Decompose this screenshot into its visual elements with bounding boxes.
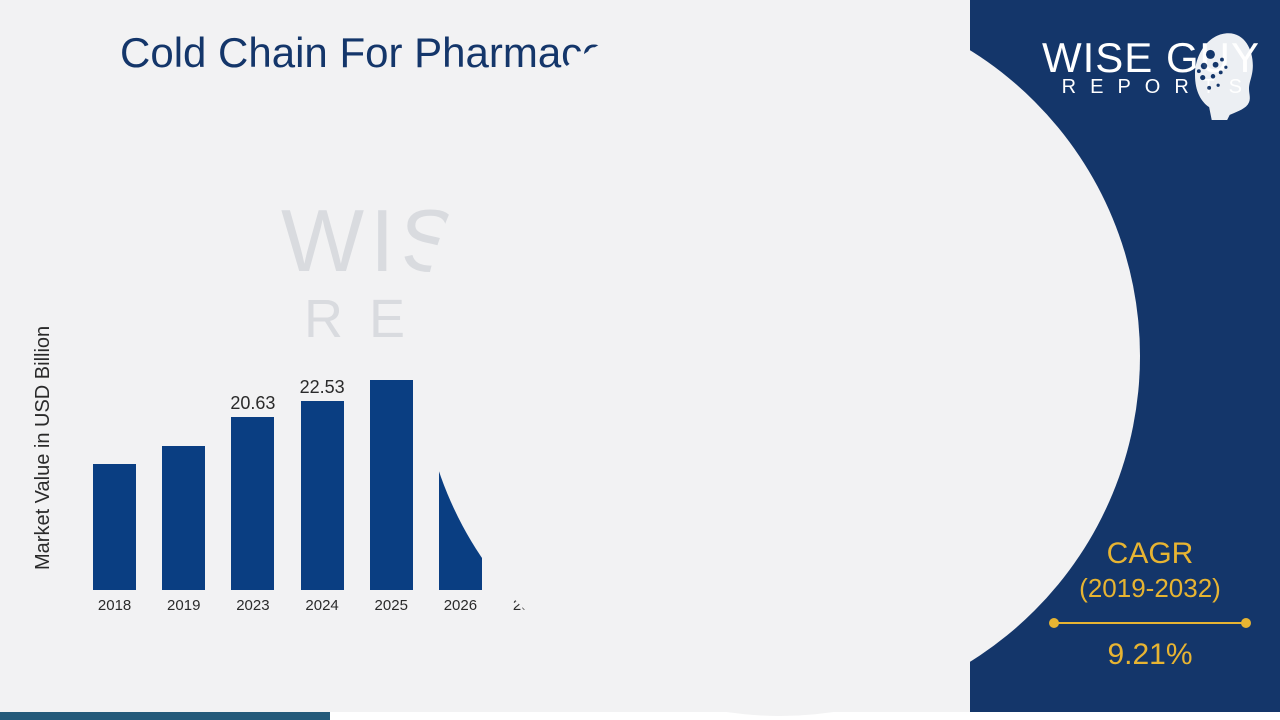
bar-rect xyxy=(301,401,344,590)
y-axis-label: Market Value in USD Billion xyxy=(32,326,55,570)
bottom-accent-bar xyxy=(0,712,330,720)
bar: 2025 xyxy=(370,380,413,590)
bar-category-label: 2018 xyxy=(85,597,145,614)
bar: 2018 xyxy=(93,464,136,590)
cagr-box: CAGR (2019-2032) 9.21% xyxy=(1020,537,1280,672)
bar-category-label: 2024 xyxy=(292,597,352,614)
bar-rect xyxy=(231,417,274,590)
bar-category-label: 2019 xyxy=(154,597,214,614)
bar-rect xyxy=(162,446,205,590)
bar: 20.632023 xyxy=(231,417,274,590)
bar-value-label: 22.53 xyxy=(292,377,352,398)
bar: 2019 xyxy=(162,446,205,590)
bar-rect xyxy=(370,380,413,590)
cagr-title: CAGR xyxy=(1020,537,1280,571)
bar-category-label: 2026 xyxy=(430,597,490,614)
bar-value-label: 20.63 xyxy=(223,393,283,414)
right-panel: WISE GUY REPORTS CAGR (2019-2032) 9.21% xyxy=(970,0,1280,712)
cagr-period: (2019-2032) xyxy=(1020,573,1280,604)
bar: 22.532024 xyxy=(301,401,344,590)
bar-rect xyxy=(93,464,136,590)
bar-category-label: 2025 xyxy=(361,597,421,614)
bar-category-label: 2023 xyxy=(223,597,283,614)
brand-head-icon xyxy=(1182,30,1262,120)
cagr-divider xyxy=(1054,622,1246,624)
cagr-value: 9.21% xyxy=(1020,638,1280,672)
